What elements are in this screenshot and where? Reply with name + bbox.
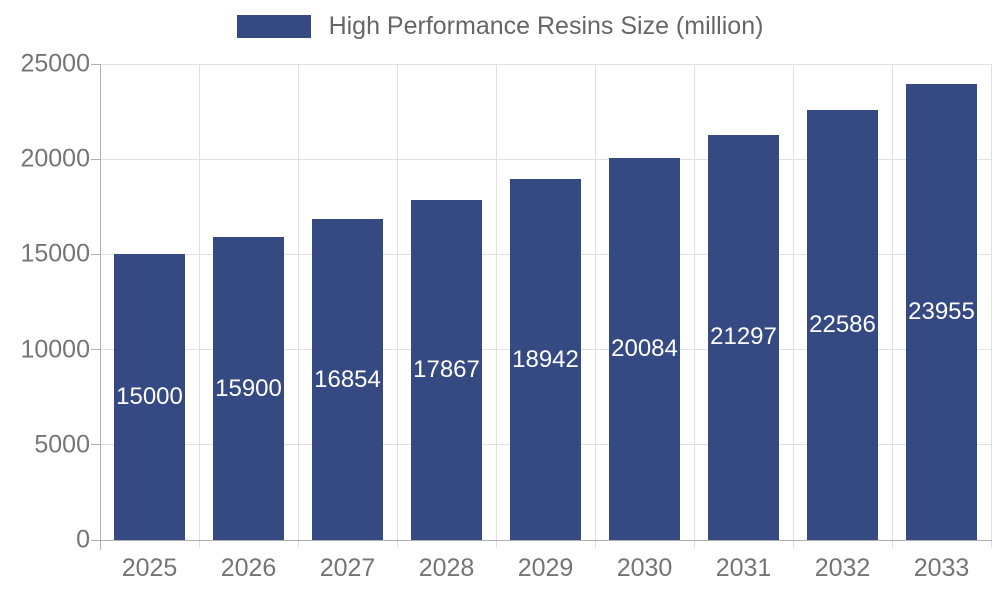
y-tick bbox=[91, 539, 100, 541]
bar: 15000 bbox=[114, 254, 185, 540]
legend[interactable]: High Performance Resins Size (million) bbox=[0, 12, 1000, 41]
y-tick bbox=[91, 444, 100, 446]
x-tick-label: 2027 bbox=[319, 554, 376, 582]
x-tick-label: 2031 bbox=[715, 554, 772, 582]
gridline-v bbox=[594, 64, 596, 548]
legend-label: High Performance Resins Size (million) bbox=[328, 12, 764, 40]
y-axis-line bbox=[100, 64, 101, 550]
bar: 22586 bbox=[807, 109, 878, 540]
bar-value-label: 15900 bbox=[215, 374, 282, 402]
gridline-h bbox=[100, 63, 991, 65]
y-tick-label: 5000 bbox=[34, 430, 90, 459]
gridline-h bbox=[100, 158, 991, 160]
x-tick-label: 2026 bbox=[220, 554, 277, 582]
x-tick-label: 2033 bbox=[913, 554, 970, 582]
gridline-v bbox=[198, 64, 200, 548]
y-tick bbox=[91, 253, 100, 255]
gridline-v bbox=[792, 64, 794, 548]
bar-value-label: 22586 bbox=[809, 310, 876, 338]
y-tick-label: 15000 bbox=[20, 239, 90, 268]
y-tick-label: 25000 bbox=[20, 49, 90, 78]
legend-swatch-icon bbox=[236, 15, 311, 38]
bar: 18942 bbox=[510, 179, 581, 540]
gridline-v bbox=[297, 64, 299, 548]
y-tick bbox=[91, 63, 100, 65]
y-tick bbox=[91, 349, 100, 351]
gridline-v bbox=[990, 64, 992, 548]
x-tick-label: 2025 bbox=[121, 554, 178, 582]
y-tick-label: 10000 bbox=[20, 335, 90, 364]
bar-value-label: 16854 bbox=[314, 365, 381, 393]
bar-value-label: 17867 bbox=[413, 355, 480, 383]
plot-area: 15000 15900 16854 17867 18942 20084 21297 22586… bbox=[100, 63, 992, 548]
x-axis-line bbox=[91, 540, 992, 541]
bar-value-label: 20084 bbox=[611, 334, 678, 362]
bar: 16854 bbox=[312, 219, 383, 540]
x-tick-label: 2030 bbox=[616, 554, 673, 582]
bar: 23955 bbox=[906, 83, 977, 540]
bar-value-label: 23955 bbox=[908, 297, 975, 325]
bar: 15900 bbox=[213, 237, 284, 540]
bar: 17867 bbox=[411, 199, 482, 540]
bar: 20084 bbox=[609, 157, 680, 540]
gridline-v bbox=[495, 64, 497, 548]
bar-value-label: 18942 bbox=[512, 345, 579, 373]
x-tick-label: 2029 bbox=[517, 554, 574, 582]
bar-value-label: 21297 bbox=[710, 323, 777, 351]
x-tick-label: 2032 bbox=[814, 554, 871, 582]
bar-value-label: 15000 bbox=[116, 383, 183, 411]
bar: 21297 bbox=[708, 134, 779, 540]
y-tick-label: 0 bbox=[76, 525, 90, 554]
y-tick-label: 20000 bbox=[20, 144, 90, 173]
gridline-v bbox=[891, 64, 893, 548]
x-tick-label: 2028 bbox=[418, 554, 475, 582]
gridline-v bbox=[396, 64, 398, 548]
y-tick bbox=[91, 158, 100, 160]
gridline-v bbox=[693, 64, 695, 548]
